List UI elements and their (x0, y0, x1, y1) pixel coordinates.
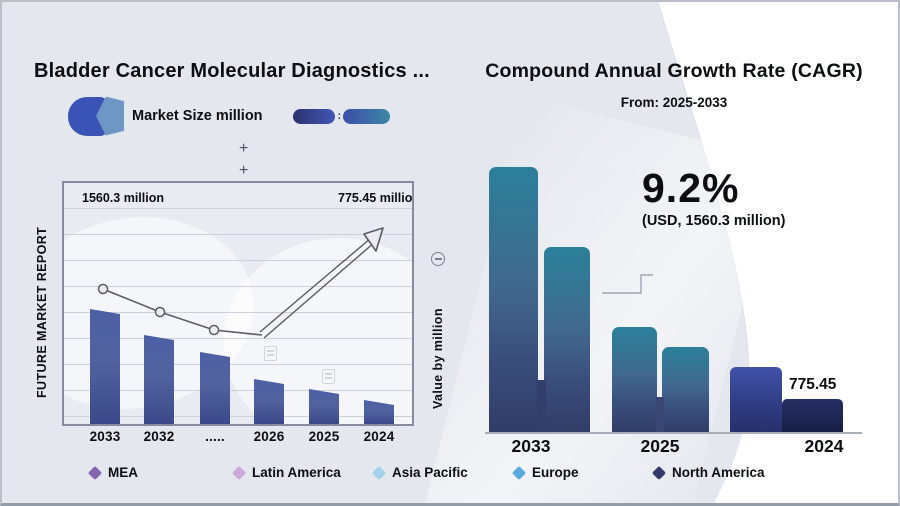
page-title: Bladder Cancer Molecular Diagnostics ... (34, 60, 430, 82)
step-line-decoration (602, 274, 653, 294)
gridlines (64, 183, 412, 424)
legend-item-asia-pacific: Asia Pacific (371, 465, 468, 480)
left-chart-plot-area: 1560.3 million 775.45 million (62, 181, 414, 426)
ratio-pill-teal (343, 108, 391, 124)
trend-line-and-arrow (97, 227, 384, 339)
diamond-icon (651, 465, 667, 480)
market-size-legend: Market Size million : (68, 96, 391, 136)
plus-icon: + (239, 140, 249, 157)
bar-2024-secondary (782, 399, 843, 433)
cagr-subtitle: From: 2025-2033 (620, 95, 728, 110)
legend-item-latin-america: Latin America (231, 465, 341, 480)
legend-label: North America (672, 465, 765, 480)
x-label: 2033 (89, 429, 121, 444)
minus-circle-icon (431, 252, 445, 266)
bar-group-2024 (730, 367, 843, 433)
bar-2033 (90, 309, 120, 424)
bar-dots (200, 352, 230, 424)
bar-2032 (144, 335, 174, 424)
market-size-label: Market Size million (132, 108, 263, 124)
watermark-doc-icon (322, 369, 335, 384)
bar-2025-primary (612, 327, 657, 433)
value-by-million-label: Value by million (431, 308, 445, 410)
x-label: 2024 (363, 429, 395, 444)
plus-icon: + (239, 162, 249, 179)
x-label: 2032 (143, 429, 175, 444)
cagr-note: (USD, 1560.3 million) (642, 213, 786, 229)
cylinder-icon (68, 96, 124, 136)
ratio-pill-navy (292, 108, 335, 124)
bar-2025-secondary (662, 347, 709, 433)
x-label: 2025 (308, 429, 340, 444)
cagr-value: 9.2% (642, 165, 740, 211)
diamond-icon (231, 465, 247, 480)
legend-item-mea: MEA (87, 465, 138, 480)
legend-item-north-america: North America (651, 465, 765, 480)
left-chart-x-axis: 2033 2032 ..... 2026 2025 2024 (62, 429, 414, 447)
diamond-icon (511, 465, 527, 480)
bar-2033-secondary (544, 247, 590, 433)
bar-2024-primary (730, 367, 782, 433)
diamond-icon (371, 465, 387, 480)
bar-group-2033 (489, 167, 590, 433)
x-label: 2024 (804, 436, 844, 456)
right-chart-axis-line (485, 432, 862, 434)
bar-2026 (254, 379, 284, 424)
legend-label: Latin America (252, 465, 341, 480)
diamond-icon (87, 465, 103, 480)
x-label: 2025 (640, 436, 680, 456)
watermark-doc-icon (264, 346, 277, 361)
left-chart-end-value: 775.45 million (338, 191, 414, 205)
bar-2025 (309, 389, 339, 424)
legend-label: MEA (108, 465, 138, 480)
bar-2033-primary (489, 167, 538, 433)
x-label: 2026 (253, 429, 285, 444)
x-label: 2033 (511, 436, 551, 456)
left-chart-side-label: FUTURE MARKET REPORT (35, 226, 49, 398)
ratio-colon: : (337, 110, 342, 122)
legend-label: Asia Pacific (392, 465, 468, 480)
left-chart-start-value: 1560.3 million (82, 191, 164, 205)
legend-label: Europe (532, 465, 579, 480)
legend-item-europe: Europe (511, 465, 579, 480)
x-label: ..... (205, 429, 225, 444)
bar-group-2025 (612, 327, 709, 433)
value-775: 775.45 (789, 376, 837, 393)
cagr-title: Compound Annual Growth Rate (CAGR) (485, 60, 863, 82)
